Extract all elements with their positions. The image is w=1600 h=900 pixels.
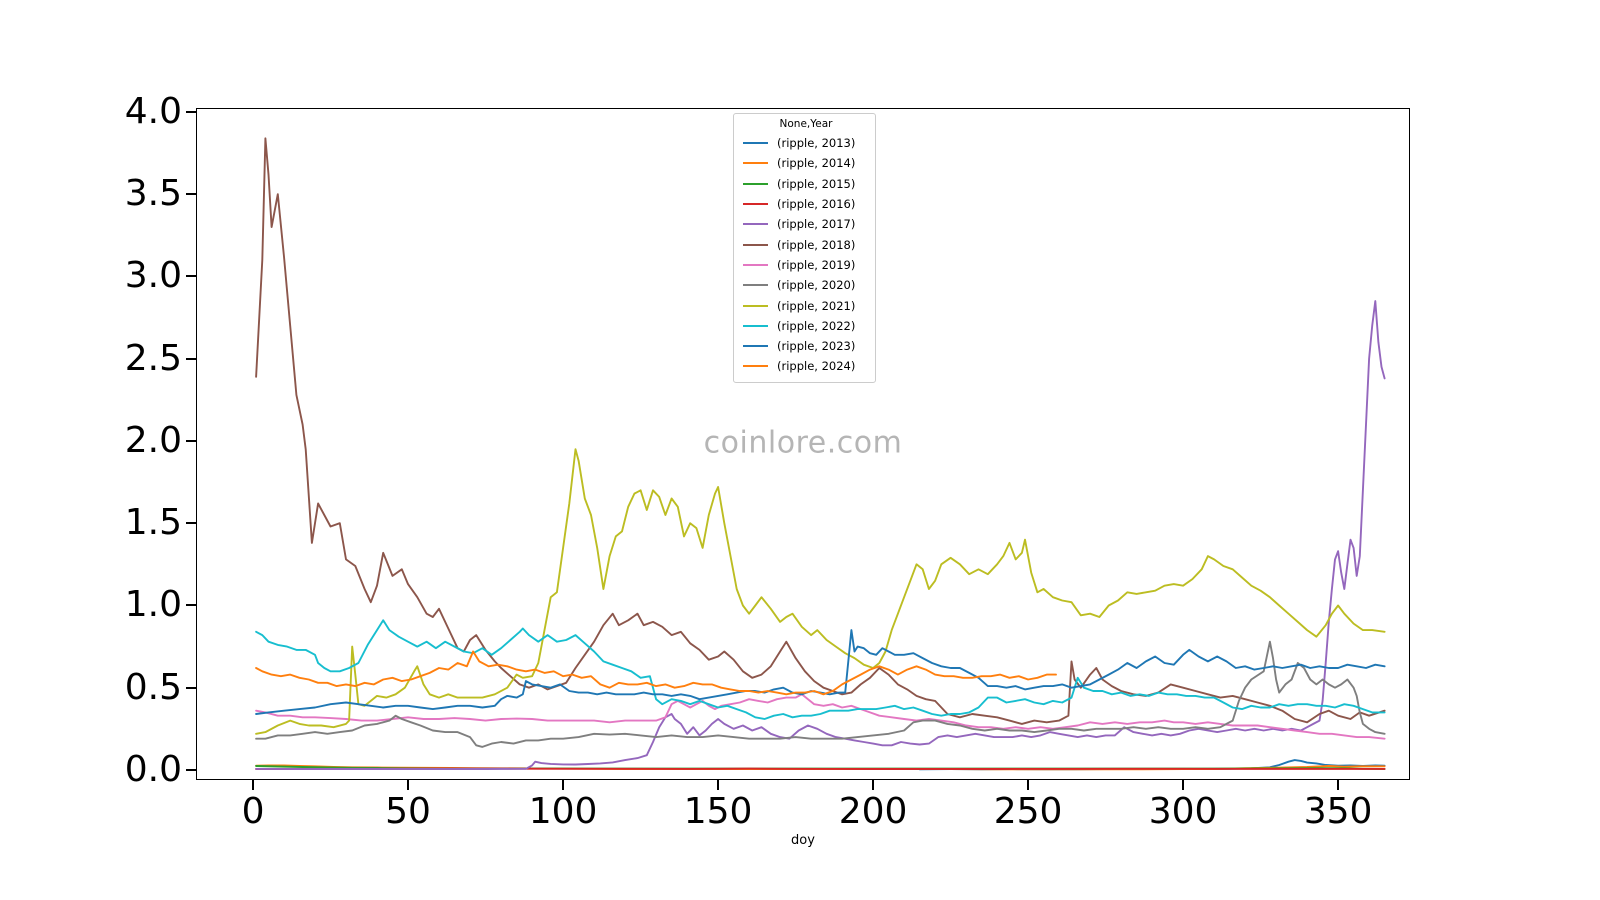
watermark-text: coinlore.com	[703, 425, 903, 461]
legend-item-label: (ripple, 2023)	[777, 339, 856, 354]
y-tick-label: 0.0	[124, 748, 182, 790]
y-tick-label: 1.5	[124, 502, 182, 544]
legend-swatch-line	[743, 203, 768, 206]
x-tick-mark	[1182, 780, 1185, 790]
legend-item: (ripple, 2015)	[743, 174, 869, 194]
legend-item: (ripple, 2020)	[743, 275, 869, 295]
y-tick-label: 0.5	[124, 666, 182, 708]
x-tick-label: 0	[241, 791, 265, 832]
legend-item: (ripple, 2019)	[743, 255, 869, 275]
x-tick-label: 100	[528, 791, 598, 832]
legend-swatch-line	[743, 345, 768, 348]
x-axis-label: doy	[791, 833, 815, 848]
legend-swatch-line	[743, 142, 768, 145]
x-tick-mark	[872, 780, 875, 790]
plot-lines-layer	[255, 137, 1386, 771]
y-tick-mark	[186, 768, 196, 771]
legend-swatch-line	[743, 263, 768, 266]
y-tick-label: 3.5	[124, 173, 182, 215]
legend-item-label: (ripple, 2015)	[777, 176, 856, 191]
legend-item-label: (ripple, 2024)	[777, 359, 856, 374]
series-line	[255, 650, 1057, 696]
x-tick-label: 150	[683, 791, 753, 832]
y-tick-label: 2.5	[124, 337, 182, 379]
legend-swatch-line	[743, 162, 768, 165]
legend-item: (ripple, 2024)	[743, 356, 869, 376]
legend-item-label: (ripple, 2016)	[777, 197, 856, 212]
legend-item: (ripple, 2014)	[743, 153, 869, 173]
legend-swatch-line	[743, 304, 768, 307]
legend-swatch-line	[743, 365, 768, 368]
series-line	[255, 300, 1386, 770]
x-tick-mark	[407, 780, 410, 790]
series-line	[255, 640, 1386, 748]
x-tick-mark	[1337, 780, 1340, 790]
series-line	[255, 693, 1386, 740]
series-line	[255, 448, 1386, 735]
x-tick-label: 350	[1303, 791, 1373, 832]
legend-item-label: (ripple, 2021)	[777, 298, 856, 313]
legend-item-label: (ripple, 2014)	[777, 156, 856, 171]
x-tick-label: 50	[385, 791, 431, 832]
y-tick-mark	[186, 439, 196, 442]
x-tick-label: 200	[838, 791, 908, 832]
legend-item: (ripple, 2021)	[743, 295, 869, 315]
y-tick-mark	[186, 686, 196, 689]
x-tick-label: 250	[993, 791, 1063, 832]
legend-item-label: (ripple, 2013)	[777, 136, 856, 151]
legend-item: (ripple, 2016)	[743, 194, 869, 214]
x-tick-mark	[1027, 780, 1030, 790]
series-line	[255, 619, 1386, 720]
legend-items: (ripple, 2013) (ripple, 2014) (ripple, 201…	[743, 133, 869, 377]
y-tick-mark	[186, 604, 196, 607]
series-line	[255, 629, 1386, 715]
legend-box: None,Year (ripple, 2013) (ripple, 2014) (r…	[733, 113, 876, 383]
legend-swatch-line	[743, 223, 768, 226]
legend-item: (ripple, 2013)	[743, 133, 869, 153]
legend-item: (ripple, 2023)	[743, 336, 869, 356]
x-tick-mark	[717, 780, 720, 790]
legend-swatch-line	[743, 324, 768, 327]
y-tick-mark	[186, 110, 196, 113]
legend-item-label: (ripple, 2018)	[777, 237, 856, 252]
legend-item: (ripple, 2022)	[743, 316, 869, 336]
x-tick-mark	[562, 780, 565, 790]
legend-swatch-line	[743, 284, 768, 287]
y-tick-mark	[186, 275, 196, 278]
y-tick-mark	[186, 522, 196, 525]
y-tick-label: 3.0	[124, 255, 182, 297]
legend-item-label: (ripple, 2020)	[777, 278, 856, 293]
x-tick-label: 300	[1148, 791, 1218, 832]
legend-item: (ripple, 2017)	[743, 214, 869, 234]
legend-item: (ripple, 2018)	[743, 234, 869, 254]
legend-swatch-line	[743, 243, 768, 246]
y-tick-mark	[186, 193, 196, 196]
y-tick-label: 4.0	[124, 90, 182, 132]
y-tick-mark	[186, 357, 196, 360]
legend-swatch-line	[743, 182, 768, 185]
y-tick-label: 2.0	[124, 419, 182, 461]
legend-item-label: (ripple, 2022)	[777, 318, 856, 333]
legend-item-label: (ripple, 2017)	[777, 217, 856, 232]
x-tick-mark	[252, 780, 255, 790]
legend-item-label: (ripple, 2019)	[777, 257, 856, 272]
legend-title: None,Year	[779, 118, 833, 130]
y-tick-label: 1.0	[124, 584, 182, 626]
